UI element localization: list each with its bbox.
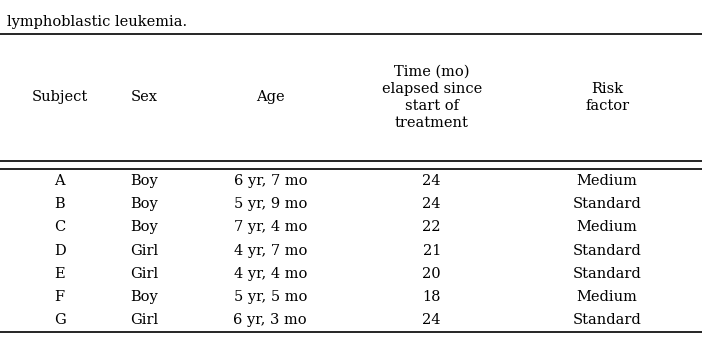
Text: 5 yr, 5 mo: 5 yr, 5 mo <box>234 290 307 304</box>
Text: Subject: Subject <box>32 91 88 104</box>
Text: Risk
factor: Risk factor <box>585 82 629 113</box>
Text: 24: 24 <box>423 174 441 188</box>
Text: F: F <box>55 290 65 304</box>
Text: 24: 24 <box>423 197 441 211</box>
Text: 20: 20 <box>423 267 441 281</box>
Text: Girl: Girl <box>130 313 158 327</box>
Text: 4 yr, 7 mo: 4 yr, 7 mo <box>234 244 307 258</box>
Text: 21: 21 <box>423 244 441 258</box>
Text: Boy: Boy <box>130 174 158 188</box>
Text: 6 yr, 3 mo: 6 yr, 3 mo <box>234 313 307 327</box>
Text: 6 yr, 7 mo: 6 yr, 7 mo <box>234 174 307 188</box>
Text: Standard: Standard <box>573 267 642 281</box>
Text: 4 yr, 4 mo: 4 yr, 4 mo <box>234 267 307 281</box>
Text: D: D <box>54 244 65 258</box>
Text: Boy: Boy <box>130 220 158 234</box>
Text: B: B <box>54 197 65 211</box>
Text: Standard: Standard <box>573 197 642 211</box>
Text: 7 yr, 4 mo: 7 yr, 4 mo <box>234 220 307 234</box>
Text: Medium: Medium <box>577 290 637 304</box>
Text: Medium: Medium <box>577 220 637 234</box>
Text: Medium: Medium <box>577 174 637 188</box>
Text: Age: Age <box>256 91 284 104</box>
Text: Girl: Girl <box>130 267 158 281</box>
Text: Boy: Boy <box>130 197 158 211</box>
Text: G: G <box>54 313 65 327</box>
Text: Time (mo)
elapsed since
start of
treatment: Time (mo) elapsed since start of treatme… <box>382 65 482 130</box>
Text: 22: 22 <box>423 220 441 234</box>
Text: 18: 18 <box>423 290 441 304</box>
Text: 24: 24 <box>423 313 441 327</box>
Text: C: C <box>54 220 65 234</box>
Text: Standard: Standard <box>573 244 642 258</box>
Text: 5 yr, 9 mo: 5 yr, 9 mo <box>234 197 307 211</box>
Text: Standard: Standard <box>573 313 642 327</box>
Text: Girl: Girl <box>130 244 158 258</box>
Text: A: A <box>54 174 65 188</box>
Text: E: E <box>54 267 65 281</box>
Text: Boy: Boy <box>130 290 158 304</box>
Text: Sex: Sex <box>131 91 157 104</box>
Text: lymphoblastic leukemia.: lymphoblastic leukemia. <box>7 15 187 29</box>
